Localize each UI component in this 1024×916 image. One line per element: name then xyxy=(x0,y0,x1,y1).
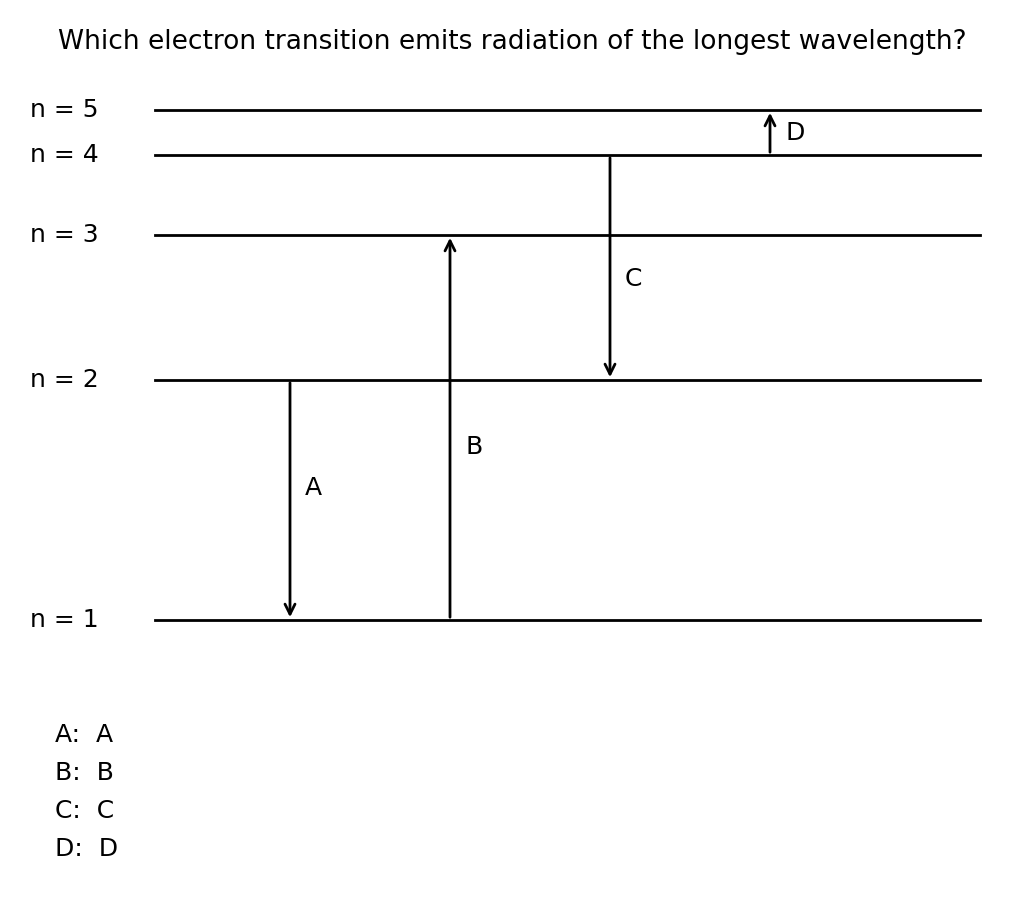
Text: B: B xyxy=(465,435,482,459)
Text: n = 4: n = 4 xyxy=(30,143,98,167)
Text: A:  A: A: A xyxy=(55,723,113,747)
Text: D:  D: D: D xyxy=(55,837,118,861)
Text: B:  B: B: B xyxy=(55,761,114,785)
Text: n = 5: n = 5 xyxy=(30,98,98,122)
Text: A: A xyxy=(305,476,323,500)
Text: C:  C: C: C xyxy=(55,799,114,823)
Text: n = 3: n = 3 xyxy=(30,223,98,247)
Text: n = 2: n = 2 xyxy=(30,368,98,392)
Text: D: D xyxy=(785,121,805,145)
Text: n = 1: n = 1 xyxy=(30,608,98,632)
Text: Which electron transition emits radiation of the longest wavelength?: Which electron transition emits radiatio… xyxy=(57,29,967,55)
Text: C: C xyxy=(625,267,642,290)
